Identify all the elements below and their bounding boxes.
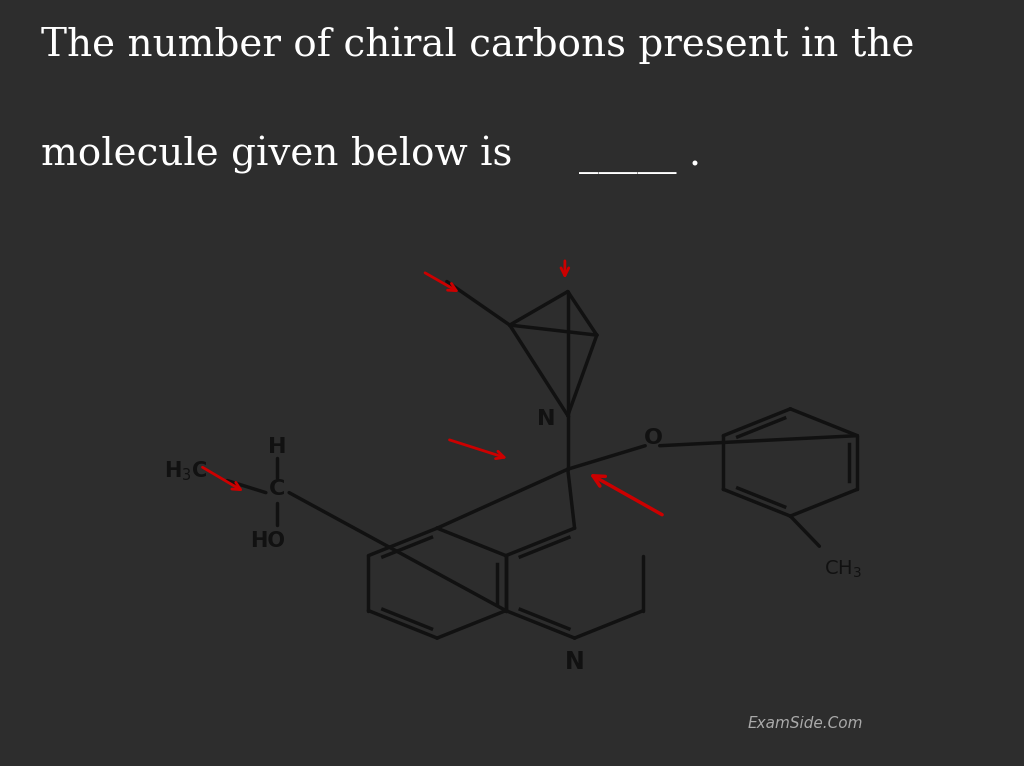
Text: HO: HO [250, 531, 286, 551]
Text: H$_3$C: H$_3$C [164, 460, 207, 483]
Text: CH$_3$: CH$_3$ [824, 558, 862, 580]
Text: ExamSide.Com: ExamSide.Com [748, 716, 862, 732]
Text: N: N [538, 409, 556, 429]
Text: molecule given below is: molecule given below is [41, 136, 524, 174]
Text: H: H [268, 437, 287, 457]
Text: N: N [564, 650, 585, 674]
Text: C: C [269, 480, 286, 499]
Text: _____ .: _____ . [579, 136, 700, 174]
Text: O: O [643, 427, 663, 447]
Text: The number of chiral carbons present in the: The number of chiral carbons present in … [41, 27, 914, 64]
